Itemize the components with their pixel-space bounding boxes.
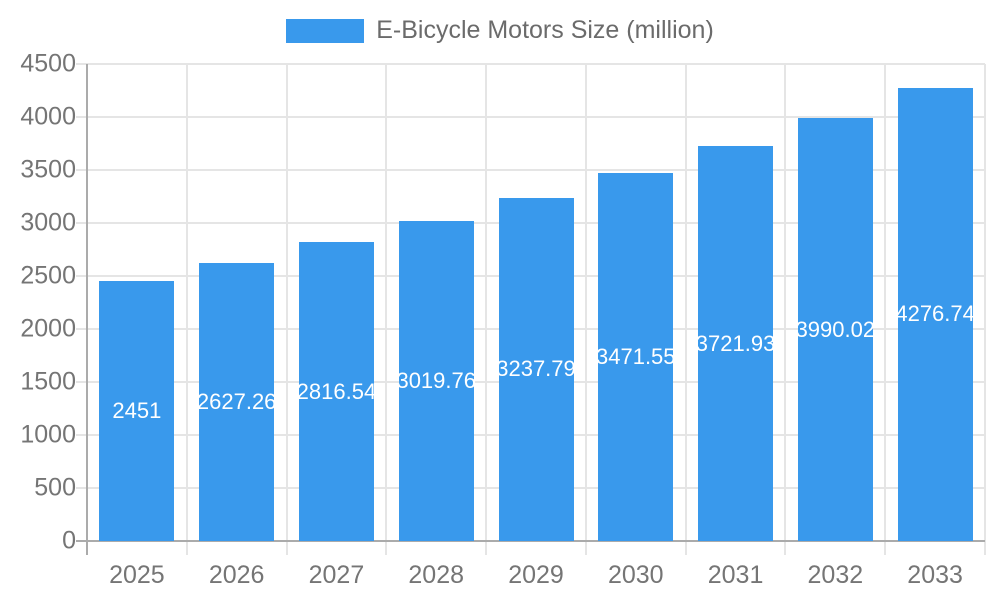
- x-gridline: [285, 64, 288, 541]
- bar[interactable]: [298, 242, 374, 541]
- y-axis-line: [86, 64, 88, 555]
- x-gridline: [984, 64, 986, 541]
- x-axis-tick-label: 2029: [508, 561, 564, 589]
- bar[interactable]: [698, 146, 774, 541]
- x-axis-tick: [684, 541, 687, 555]
- y-gridline: [87, 63, 985, 65]
- x-axis-tick-label: 2027: [308, 561, 365, 589]
- x-axis-tick: [185, 541, 188, 555]
- bar[interactable]: [199, 262, 275, 541]
- x-axis-tick-label: 2032: [807, 561, 864, 589]
- x-axis-tick: [285, 541, 288, 555]
- x-axis-tick: [784, 541, 787, 555]
- y-axis-tick-label: 3500: [20, 155, 76, 184]
- y-axis-tick-label: 3000: [20, 208, 76, 237]
- x-gridline: [884, 64, 887, 541]
- x-axis-tick: [485, 541, 488, 555]
- y-axis-tick-label: 4000: [20, 102, 76, 131]
- legend[interactable]: E-Bicycle Motors Size (million): [0, 18, 1000, 43]
- x-axis-tick: [385, 541, 388, 555]
- y-axis-tick-label: 1000: [20, 420, 76, 449]
- y-axis-tick-label: 4500: [20, 49, 76, 78]
- x-gridline: [584, 64, 587, 541]
- y-axis-tick-label: 500: [34, 473, 76, 502]
- bar[interactable]: [897, 87, 973, 541]
- x-axis-tick-label: 2033: [907, 561, 963, 589]
- bar[interactable]: [498, 197, 574, 541]
- x-axis-tick-label: 2025: [109, 561, 165, 589]
- x-gridline: [385, 64, 388, 541]
- y-axis-tick-label: 2000: [20, 314, 76, 343]
- x-gridline: [485, 64, 488, 541]
- x-axis-tick-label: 2030: [607, 561, 664, 589]
- bar[interactable]: [398, 220, 474, 541]
- x-gridline: [784, 64, 787, 541]
- bar[interactable]: [99, 281, 175, 541]
- x-axis-tick-label: 2026: [208, 561, 265, 589]
- x-axis-tick: [884, 541, 887, 555]
- x-gridline: [185, 64, 188, 541]
- bar[interactable]: [598, 173, 674, 541]
- legend-label: E-Bicycle Motors Size (million): [376, 16, 714, 44]
- x-axis-tick-label: 2028: [408, 561, 465, 589]
- legend-swatch-icon: [286, 18, 365, 43]
- x-gridline: [684, 64, 687, 541]
- x-axis-tick: [584, 541, 587, 555]
- x-axis-tick: [984, 541, 986, 555]
- y-axis-tick-label: 2500: [20, 261, 76, 290]
- bar[interactable]: [797, 118, 873, 541]
- x-axis-line: [76, 540, 985, 542]
- x-axis-tick-label: 2031: [707, 561, 764, 589]
- y-axis-tick-label: 1500: [20, 367, 76, 396]
- y-axis-tick-label: 0: [62, 526, 76, 555]
